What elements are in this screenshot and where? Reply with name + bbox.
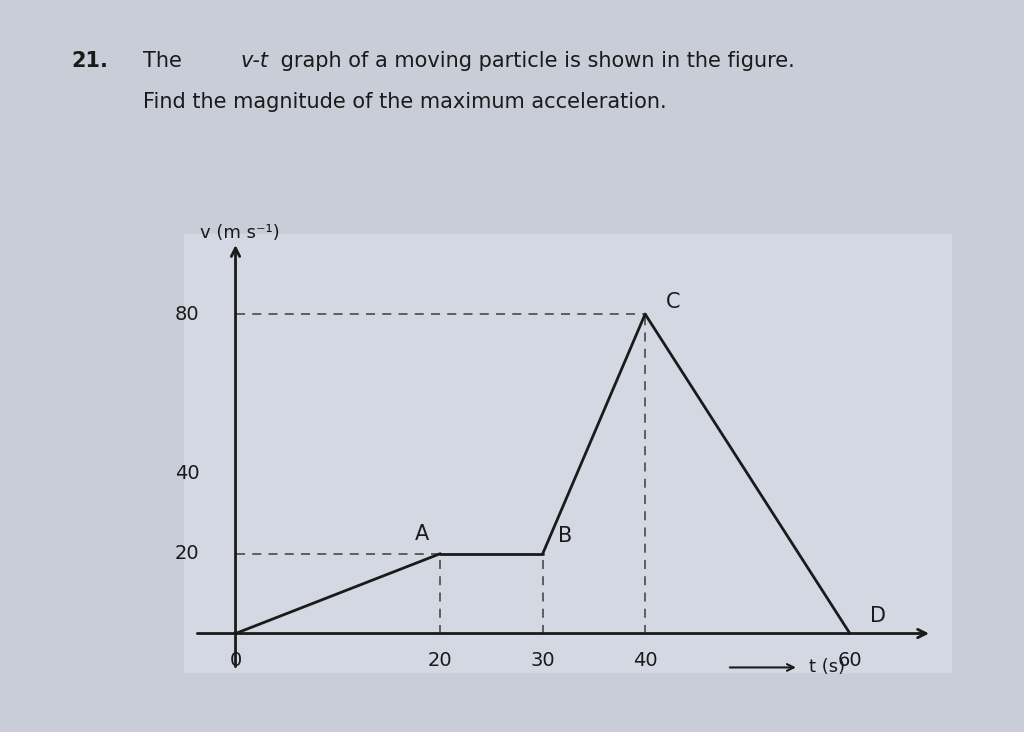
Text: 21.: 21. — [72, 51, 109, 71]
Text: The: The — [143, 51, 188, 71]
Text: 80: 80 — [175, 305, 200, 324]
Text: 20: 20 — [428, 651, 453, 671]
Text: 0: 0 — [229, 651, 242, 671]
Text: 40: 40 — [633, 651, 657, 671]
Text: 40: 40 — [175, 464, 200, 483]
Text: B: B — [558, 526, 572, 545]
Text: Find the magnitude of the maximum acceleration.: Find the magnitude of the maximum accele… — [143, 92, 667, 111]
Text: C: C — [666, 292, 680, 312]
Text: 60: 60 — [838, 651, 862, 671]
Text: v (m s⁻¹): v (m s⁻¹) — [200, 224, 280, 242]
Text: A: A — [415, 523, 429, 544]
Text: v-t: v-t — [241, 51, 268, 71]
Text: t (s): t (s) — [809, 659, 845, 676]
Text: D: D — [870, 605, 887, 626]
Text: 20: 20 — [175, 544, 200, 563]
Text: graph of a moving particle is shown in the figure.: graph of a moving particle is shown in t… — [274, 51, 796, 71]
Text: 30: 30 — [530, 651, 555, 671]
